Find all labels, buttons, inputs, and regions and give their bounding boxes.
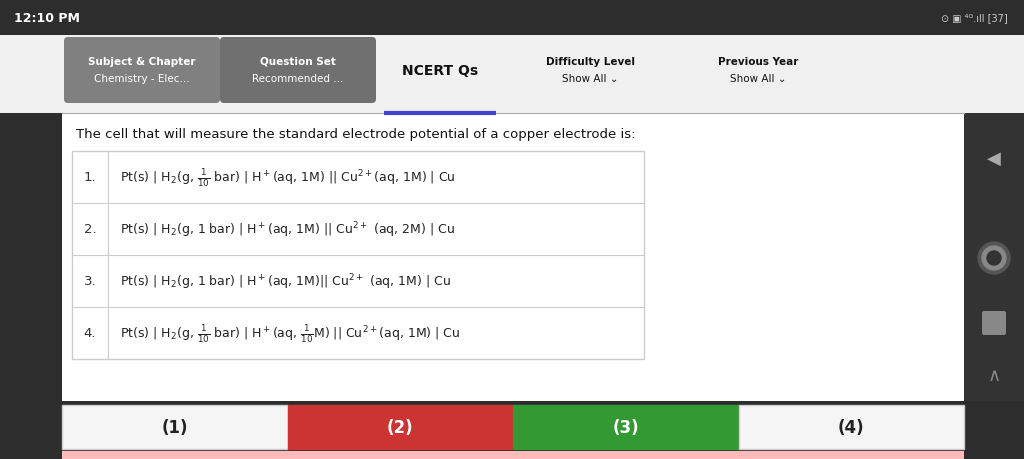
- Text: Chemistry - Elec...: Chemistry - Elec...: [94, 74, 189, 84]
- Text: 12:10 PM: 12:10 PM: [14, 11, 80, 24]
- Text: Show All ⌄: Show All ⌄: [730, 74, 786, 84]
- Text: (1): (1): [162, 418, 188, 436]
- Text: ∧: ∧: [987, 366, 1000, 384]
- Text: 4.: 4.: [84, 327, 96, 340]
- FancyBboxPatch shape: [680, 46, 836, 96]
- Text: (4): (4): [838, 418, 864, 436]
- Text: 1.: 1.: [84, 171, 96, 184]
- FancyBboxPatch shape: [72, 151, 644, 359]
- Text: 2.: 2.: [84, 223, 96, 236]
- FancyBboxPatch shape: [288, 405, 513, 449]
- Text: Subject & Chapter: Subject & Chapter: [88, 57, 196, 67]
- Text: Show All ⌄: Show All ⌄: [562, 74, 618, 84]
- Text: Recommended ...: Recommended ...: [252, 74, 344, 84]
- Text: The cell that will measure the standard electrode potential of a copper electrod: The cell that will measure the standard …: [76, 128, 636, 141]
- Circle shape: [987, 252, 1001, 265]
- FancyBboxPatch shape: [0, 36, 1024, 114]
- Circle shape: [978, 242, 1010, 274]
- FancyBboxPatch shape: [380, 46, 500, 96]
- Text: ◀: ◀: [987, 150, 1000, 168]
- Text: NCERT Qs: NCERT Qs: [402, 64, 478, 78]
- Text: Pt(s) | H$_2$(g, $\frac{1}{10}$ bar) | H$^+$(aq, $\frac{1}{10}$M) || Cu$^{2+}$(a: Pt(s) | H$_2$(g, $\frac{1}{10}$ bar) | H…: [120, 322, 461, 344]
- FancyBboxPatch shape: [513, 405, 738, 449]
- FancyBboxPatch shape: [62, 114, 964, 401]
- FancyBboxPatch shape: [512, 46, 668, 96]
- Text: ⊙ ▣ ⁴ᴳ.ıll [37]: ⊙ ▣ ⁴ᴳ.ıll [37]: [941, 13, 1008, 23]
- FancyBboxPatch shape: [982, 311, 1006, 335]
- FancyBboxPatch shape: [63, 38, 220, 104]
- FancyBboxPatch shape: [62, 405, 288, 449]
- Text: Pt(s) | H$_2$(g, 1 bar) | H$^+$(aq, 1M) || Cu$^{2+}$ (aq, 2M) | Cu: Pt(s) | H$_2$(g, 1 bar) | H$^+$(aq, 1M) …: [120, 220, 455, 239]
- Text: Pt(s) | H$_2$(g, 1 bar) | H$^+$(aq, 1M)|| Cu$^{2+}$ (aq, 1M) | Cu: Pt(s) | H$_2$(g, 1 bar) | H$^+$(aq, 1M)|…: [120, 272, 451, 291]
- Circle shape: [982, 246, 1006, 270]
- FancyBboxPatch shape: [220, 38, 376, 104]
- Text: 3.: 3.: [84, 275, 96, 288]
- FancyBboxPatch shape: [964, 114, 1024, 401]
- Text: Pt(s) | H$_2$(g, $\frac{1}{10}$ bar) | H$^+$(aq, 1M) || Cu$^{2+}$(aq, 1M) | Cu: Pt(s) | H$_2$(g, $\frac{1}{10}$ bar) | H…: [120, 167, 456, 189]
- Text: (3): (3): [612, 418, 639, 436]
- FancyBboxPatch shape: [62, 451, 964, 459]
- Text: (2): (2): [387, 418, 414, 436]
- Text: Previous Year: Previous Year: [718, 57, 798, 67]
- FancyBboxPatch shape: [738, 405, 964, 449]
- Text: Question Set: Question Set: [260, 57, 336, 67]
- Text: Difficulty Level: Difficulty Level: [546, 57, 635, 67]
- FancyBboxPatch shape: [0, 0, 1024, 36]
